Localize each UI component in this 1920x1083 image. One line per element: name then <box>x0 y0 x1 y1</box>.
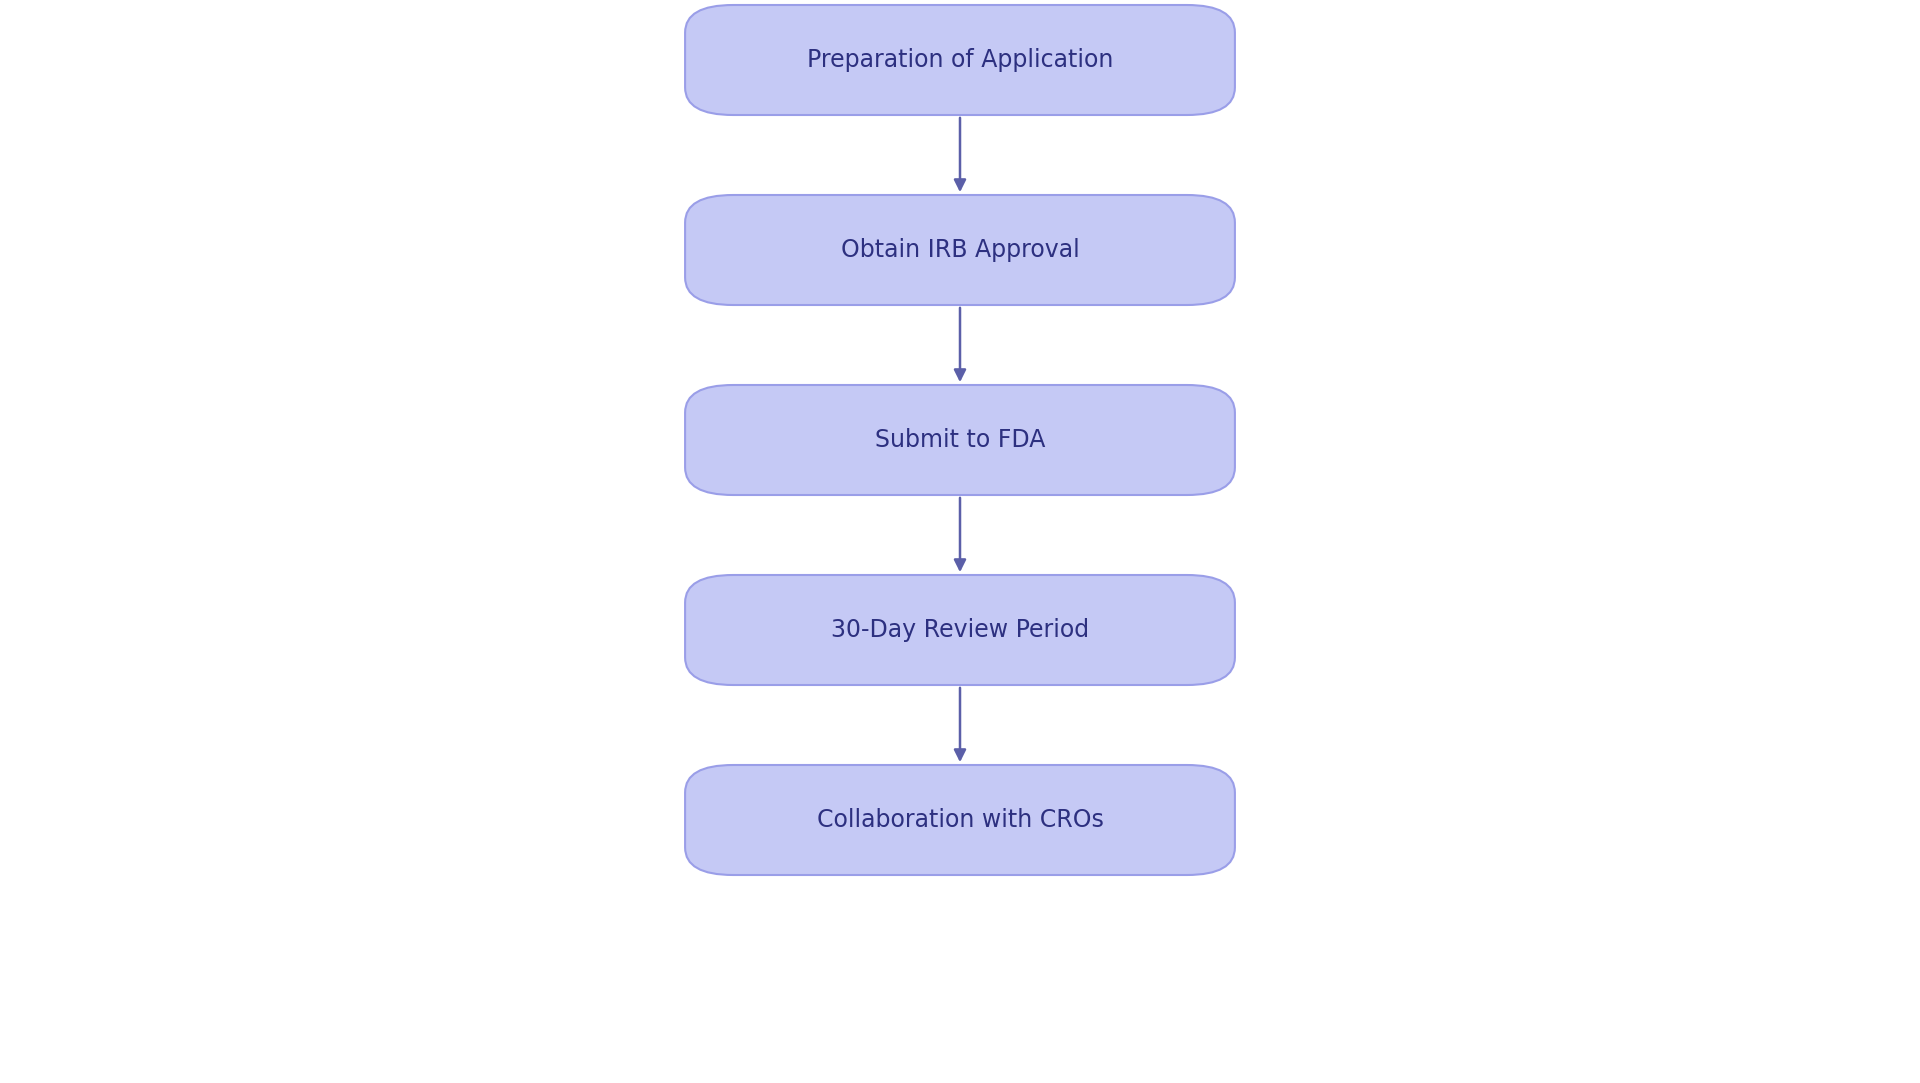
FancyBboxPatch shape <box>685 765 1235 875</box>
Text: 30-Day Review Period: 30-Day Review Period <box>831 618 1089 642</box>
Text: Submit to FDA: Submit to FDA <box>876 428 1044 452</box>
FancyBboxPatch shape <box>685 384 1235 495</box>
Text: Obtain IRB Approval: Obtain IRB Approval <box>841 238 1079 262</box>
Text: Collaboration with CROs: Collaboration with CROs <box>816 808 1104 832</box>
FancyBboxPatch shape <box>685 575 1235 686</box>
FancyBboxPatch shape <box>685 5 1235 115</box>
FancyBboxPatch shape <box>685 195 1235 305</box>
Text: Preparation of Application: Preparation of Application <box>806 48 1114 71</box>
